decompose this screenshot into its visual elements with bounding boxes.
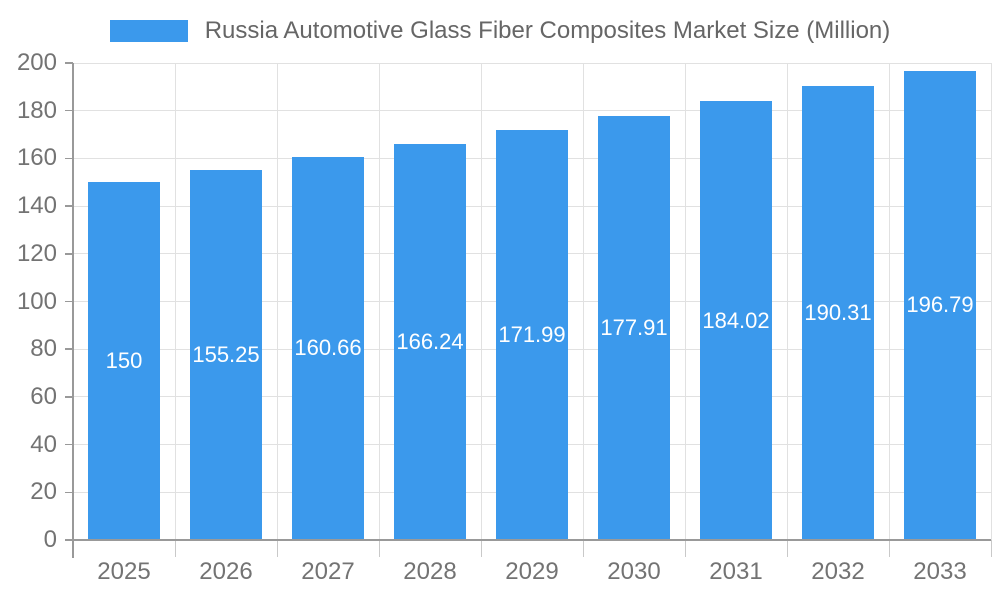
y-axis-tick	[65, 157, 73, 160]
y-axis-tick	[65, 348, 73, 350]
y-axis-label: 60	[30, 382, 57, 410]
bar[interactable]	[190, 169, 262, 540]
y-axis-tick	[65, 253, 73, 255]
gridline-vertical	[888, 63, 890, 540]
bar[interactable]	[88, 182, 160, 540]
bar-value-label: 184.02	[702, 307, 770, 333]
bar[interactable]	[292, 156, 364, 540]
gridline-horizontal	[73, 62, 991, 64]
bar-value-label: 190.31	[804, 300, 872, 326]
gridline-horizontal	[73, 110, 991, 112]
y-axis-label: 160	[16, 144, 57, 172]
bar[interactable]	[496, 129, 568, 540]
x-axis-label: 2026	[199, 558, 253, 585]
gridline-vertical	[378, 63, 380, 540]
bar-value-label: 150	[105, 348, 143, 374]
y-axis-label: 100	[16, 287, 57, 315]
y-axis-label: 200	[16, 49, 57, 76]
x-axis-tick	[888, 540, 890, 557]
x-axis-label: 2027	[301, 558, 355, 585]
x-axis-tick	[990, 540, 992, 557]
bar-value-label: 160.66	[294, 335, 362, 361]
gridline-vertical	[990, 63, 992, 540]
x-axis-label: 2028	[403, 558, 457, 585]
gridline-vertical	[684, 63, 686, 540]
y-axis-line	[72, 63, 74, 558]
gridline-vertical	[276, 63, 278, 540]
y-axis-tick	[65, 205, 73, 207]
gridline-vertical	[480, 63, 482, 540]
y-axis-tick	[65, 300, 73, 303]
x-axis-label: 2031	[709, 558, 763, 585]
legend-label[interactable]: Russia Automotive Glass Fiber Composites…	[204, 17, 891, 44]
x-axis-tick	[684, 540, 686, 557]
gridline-vertical	[174, 63, 176, 540]
bar[interactable]	[802, 86, 874, 540]
y-axis-tick	[65, 109, 73, 112]
bar[interactable]	[598, 115, 670, 540]
bar[interactable]	[394, 143, 466, 540]
bar-value-label: 171.99	[498, 321, 566, 347]
y-axis-tick	[65, 396, 73, 398]
bar[interactable]	[700, 101, 772, 540]
gridline-vertical	[582, 63, 584, 540]
legend-swatch[interactable]	[109, 20, 188, 42]
bar-value-label: 177.91	[600, 314, 668, 340]
bar[interactable]	[904, 70, 976, 540]
y-axis-label: 120	[16, 239, 57, 267]
bar-value-label: 166.24	[396, 328, 464, 354]
x-axis-tick	[276, 540, 278, 557]
y-axis-label: 80	[30, 335, 57, 363]
y-axis-label: 0	[43, 526, 57, 553]
y-axis-tick	[65, 443, 73, 446]
y-axis-label: 180	[16, 96, 57, 124]
bar-value-label: 155.25	[192, 341, 260, 367]
y-axis-tick	[65, 491, 73, 494]
bar-value-label: 196.79	[906, 292, 974, 318]
chart-legend: Russia Automotive Glass Fiber Composites…	[0, 12, 1000, 50]
x-axis-label: 2030	[607, 558, 661, 585]
x-axis-label: 2033	[913, 558, 967, 585]
y-axis-tick	[65, 62, 73, 64]
y-axis-label: 40	[30, 430, 57, 458]
x-axis-label: 2029	[505, 558, 559, 585]
x-axis-tick	[174, 540, 176, 557]
x-axis-label: 2032	[811, 558, 865, 585]
y-axis-label: 140	[16, 192, 57, 220]
x-axis-line	[65, 539, 991, 541]
gridline-vertical	[786, 63, 788, 540]
x-axis-tick	[480, 540, 482, 557]
x-axis-tick	[582, 540, 584, 557]
y-axis-label: 20	[30, 478, 57, 506]
x-axis-label: 2025	[97, 558, 151, 585]
x-axis-tick	[378, 540, 380, 557]
x-axis-tick	[786, 540, 788, 557]
